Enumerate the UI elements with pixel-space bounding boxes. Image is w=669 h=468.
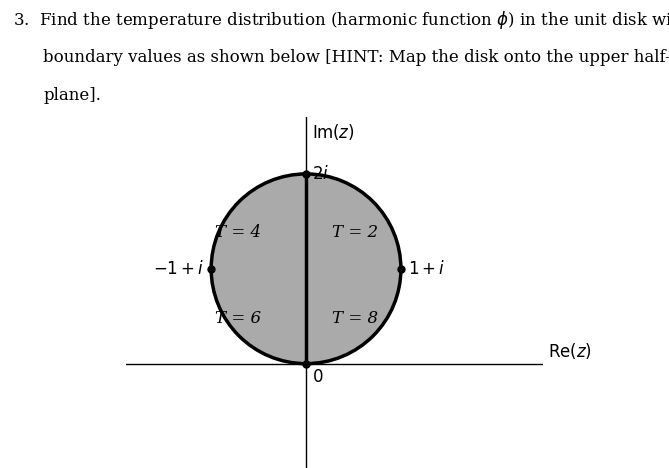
Text: T = 2: T = 2 [332, 224, 379, 241]
Text: $-1+i$: $-1+i$ [153, 260, 205, 278]
Text: plane].: plane]. [43, 87, 102, 103]
Text: boundary values as shown below [HINT: Map the disk onto the upper half-: boundary values as shown below [HINT: Ma… [43, 49, 669, 66]
Circle shape [211, 174, 401, 364]
Text: $0$: $0$ [312, 368, 323, 387]
Text: $\mathrm{Im}(z)$: $\mathrm{Im}(z)$ [312, 122, 355, 142]
Text: 3.  Find the temperature distribution (harmonic function $\phi$) in the unit dis: 3. Find the temperature distribution (ha… [13, 9, 669, 31]
Text: T = 6: T = 6 [215, 310, 261, 327]
Text: $1+i$: $1+i$ [407, 260, 445, 278]
Text: T = 8: T = 8 [332, 310, 379, 327]
Text: $2i$: $2i$ [312, 165, 329, 183]
Text: $\mathrm{Re}(z)$: $\mathrm{Re}(z)$ [548, 341, 592, 361]
Text: T = 4: T = 4 [215, 224, 261, 241]
